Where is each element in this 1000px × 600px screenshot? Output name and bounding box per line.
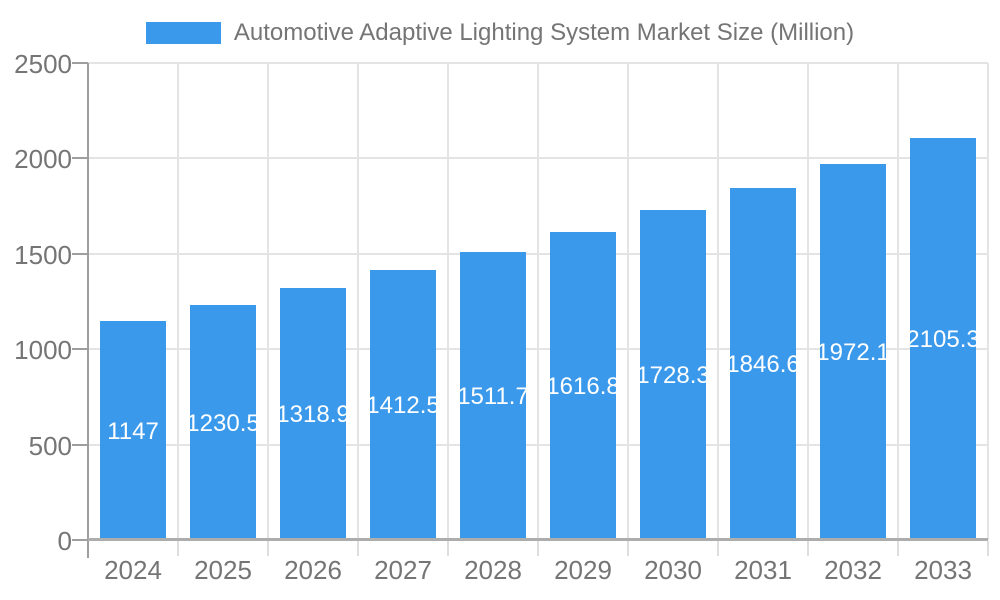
bar-value-label: 1318.9 (276, 401, 350, 429)
x-axis-tick (987, 541, 989, 556)
y-axis-line (87, 63, 89, 558)
x-axis-tick (267, 541, 269, 556)
x-axis-tick-label: 2025 (194, 555, 252, 585)
bar-value-label: 1728.3 (636, 362, 710, 390)
x-axis-tick-label: 2033 (914, 555, 972, 585)
gridline-vertical (177, 63, 179, 540)
gridline-vertical (627, 63, 629, 540)
x-axis-tick-label: 2030 (644, 555, 702, 585)
legend-item[interactable]: Automotive Adaptive Lighting System Mark… (145, 19, 855, 47)
gridline-vertical (897, 63, 899, 540)
y-axis-tick (72, 157, 88, 160)
bar[interactable] (460, 251, 526, 538)
bar-value-label: 1616.8 (546, 372, 620, 400)
y-axis-tick (72, 252, 88, 255)
bar-value-label: 1511.7 (457, 382, 529, 410)
gridline-vertical (447, 63, 449, 540)
y-axis-tick (72, 539, 88, 541)
bar-value-label: 1972.1 (816, 338, 890, 366)
x-axis-tick (717, 541, 719, 556)
x-axis-tick-label: 2029 (554, 555, 612, 585)
bar-value-label: 1147 (107, 417, 159, 445)
x-axis-tick-label: 2026 (284, 555, 342, 585)
gridline-vertical (267, 63, 269, 540)
gridline-vertical (807, 63, 809, 540)
y-axis-tick-label: 1000 (14, 335, 72, 366)
bar[interactable] (820, 163, 886, 538)
bar-value-label: 1846.6 (726, 350, 800, 378)
gridline-vertical (537, 63, 539, 540)
bar[interactable] (640, 210, 706, 538)
bar-value-label: 1412.5 (366, 392, 440, 420)
x-axis-tick (537, 541, 539, 556)
x-axis-tick (177, 541, 179, 556)
y-axis-tick (72, 348, 88, 351)
y-axis-tick (72, 443, 88, 446)
x-axis-tick (807, 541, 809, 556)
x-axis-tick-label: 2028 (464, 555, 522, 585)
legend-color-swatch (145, 22, 221, 44)
chart-legend: Automotive Adaptive Lighting System Mark… (0, 19, 1000, 47)
bar[interactable] (370, 270, 436, 538)
gridline-vertical (357, 63, 359, 540)
x-axis-tick (357, 541, 359, 556)
bar[interactable] (730, 187, 796, 538)
y-axis-tick-label: 0 (57, 526, 72, 556)
bar[interactable] (550, 231, 616, 538)
bar-value-label: 2105.3 (906, 326, 980, 354)
x-axis-tick (447, 541, 449, 556)
x-axis-tick-label: 2027 (374, 555, 432, 585)
x-axis-tick (627, 541, 629, 556)
y-axis-tick-label: 500 (28, 430, 72, 461)
bar[interactable] (190, 305, 256, 538)
gridline-vertical (987, 63, 989, 540)
bar-value-label: 1230.5 (186, 409, 260, 437)
legend-label: Automotive Adaptive Lighting System Mark… (233, 19, 855, 46)
y-axis-tick-label: 1500 (14, 239, 72, 270)
bar[interactable] (910, 138, 976, 538)
bar[interactable] (280, 288, 346, 538)
y-axis-tick-label: 2500 (14, 49, 72, 79)
bar[interactable] (100, 321, 166, 538)
x-axis-tick (897, 541, 899, 556)
x-axis-tick-label: 2031 (734, 555, 792, 585)
gridline-vertical (717, 63, 719, 540)
x-axis-tick-label: 2032 (824, 555, 882, 585)
y-axis-tick (72, 62, 88, 64)
y-axis-tick-label: 2000 (14, 144, 72, 175)
x-axis-line (88, 538, 988, 541)
x-axis-tick-label: 2024 (104, 555, 162, 585)
